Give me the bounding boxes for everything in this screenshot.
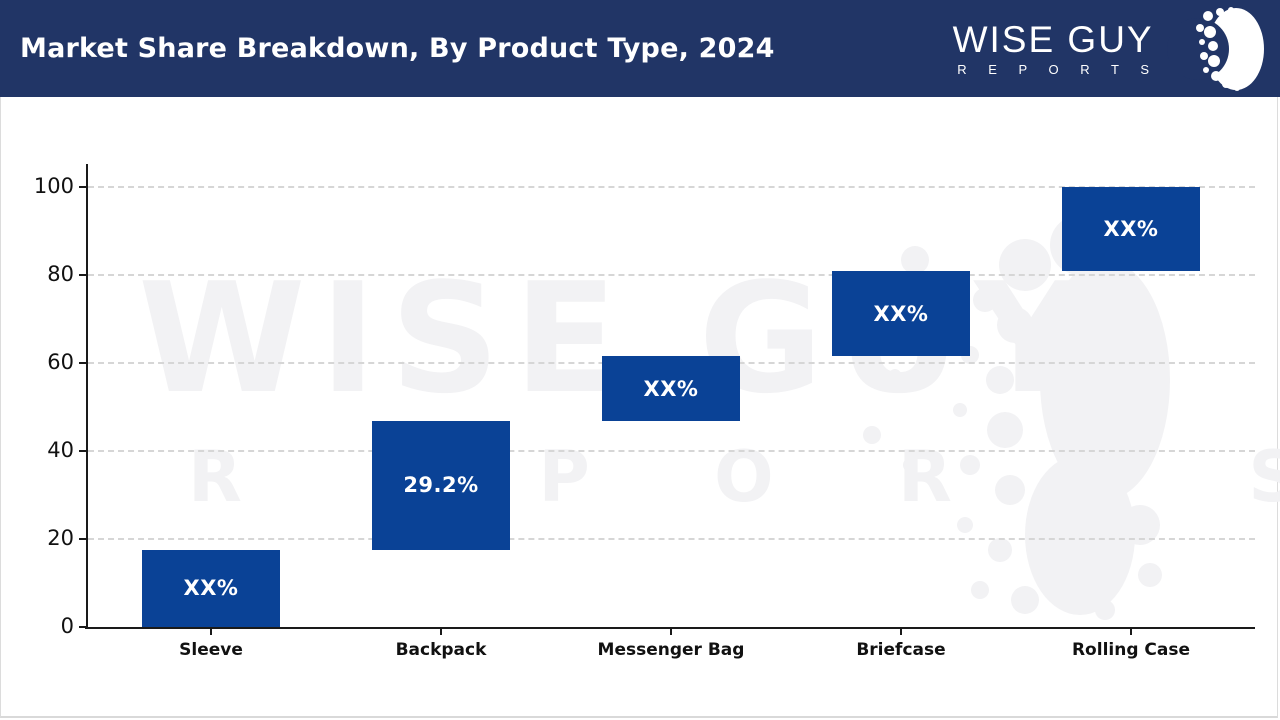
bar-rolling-case: XX% bbox=[1062, 187, 1200, 272]
y-tick-mark bbox=[79, 450, 87, 452]
x-tick-mark bbox=[1130, 627, 1132, 635]
x-category-label: Messenger Bag bbox=[597, 640, 745, 660]
bar-value-label: XX% bbox=[643, 376, 699, 401]
x-tick-mark bbox=[670, 627, 672, 635]
y-tick-mark bbox=[79, 186, 87, 188]
x-tick-mark bbox=[900, 627, 902, 635]
header-band: Market Share Breakdown, By Product Type,… bbox=[0, 0, 1280, 97]
bar-backpack: 29.2% bbox=[372, 421, 510, 550]
bar-value-label: XX% bbox=[183, 576, 239, 601]
bar-value-label: XX% bbox=[873, 301, 929, 326]
gridline-y-80 bbox=[88, 274, 1255, 276]
y-tick-label: 60 bbox=[47, 350, 74, 374]
y-tick-mark bbox=[79, 538, 87, 540]
gridline-y-100 bbox=[88, 186, 1255, 188]
gridline-y-40 bbox=[88, 450, 1255, 452]
x-tick-mark bbox=[440, 627, 442, 635]
y-tick-label: 40 bbox=[47, 438, 74, 462]
y-tick-label: 80 bbox=[47, 262, 74, 286]
bar-messenger-bag: XX% bbox=[602, 355, 740, 422]
page-title: Market Share Breakdown, By Product Type,… bbox=[20, 33, 775, 64]
x-category-label: Rolling Case bbox=[1071, 640, 1191, 660]
y-tick-mark bbox=[79, 274, 87, 276]
watermark-head-icon bbox=[863, 215, 1170, 620]
y-axis-line bbox=[86, 164, 88, 627]
x-category-label: Briefcase bbox=[856, 640, 946, 660]
brand-name: WISE GUY bbox=[952, 18, 1154, 60]
y-tick-label: 20 bbox=[47, 526, 74, 550]
brand-subname: R E P O R T S bbox=[957, 61, 1158, 77]
bar-briefcase: XX% bbox=[832, 271, 970, 356]
x-tick-mark bbox=[210, 627, 212, 635]
y-tick-mark bbox=[79, 362, 87, 364]
gridline-y-20 bbox=[88, 538, 1255, 540]
y-tick-label: 0 bbox=[60, 614, 74, 638]
bar-value-label: XX% bbox=[1103, 217, 1159, 242]
brand-logo: WISE GUY R E P O R T S bbox=[948, 6, 1280, 92]
bar-sleeve: XX% bbox=[142, 549, 280, 627]
brand-head-icon bbox=[1167, 6, 1264, 91]
x-category-label: Backpack bbox=[395, 640, 487, 660]
x-category-label: Sleeve bbox=[179, 640, 243, 660]
brand-logo-text: WISE GUY R E P O R T S bbox=[948, 21, 1158, 77]
bar-value-label: 29.2% bbox=[403, 473, 479, 498]
y-tick-label: 100 bbox=[33, 174, 74, 198]
y-tick-mark bbox=[79, 626, 87, 628]
